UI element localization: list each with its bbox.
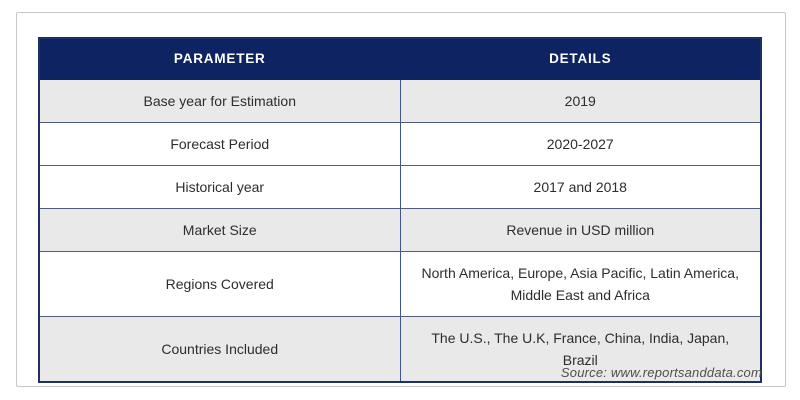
table-header: PARAMETER DETAILS [38,37,762,80]
cell-details: 2020-2027 [399,121,762,166]
cell-parameter: Base year for Estimation [38,78,401,123]
table-row-base-year: Base year for Estimation 2019 [38,78,762,123]
cell-parameter: Historical year [38,164,401,209]
header-cell-details: DETAILS [399,37,762,80]
table-body: Base year for Estimation 2019 Forecast P… [38,78,762,382]
cell-details: 2017 and 2018 [399,164,762,209]
cell-parameter: Market Size [38,207,401,252]
header-cell-parameter: PARAMETER [38,37,401,80]
content-frame: PARAMETER DETAILS Base year for Estimati… [16,12,786,387]
cell-details: 2019 [399,78,762,123]
cell-parameter: Countries Included [38,315,401,382]
table-row-forecast-period: Forecast Period 2020-2027 [38,121,762,166]
table-row-historical-year: Historical year 2017 and 2018 [38,164,762,209]
cell-parameter: Forecast Period [38,121,401,166]
report-scope-table: PARAMETER DETAILS Base year for Estimati… [38,37,762,383]
cell-parameter: Regions Covered [38,250,401,317]
source-attribution: Source: www.reportsanddata.com [560,365,762,380]
header-row: PARAMETER DETAILS [38,37,762,80]
table-row-market-size: Market Size Revenue in USD million [38,207,762,252]
table-row-countries-included: Countries Included The U.S., The U.K, Fr… [38,315,762,382]
table-row-regions-covered: Regions Covered North America, Europe, A… [38,250,762,317]
cell-details: The U.S., The U.K, France, China, India,… [399,315,762,382]
cell-details: North America, Europe, Asia Pacific, Lat… [399,250,762,317]
cell-details: Revenue in USD million [399,207,762,252]
